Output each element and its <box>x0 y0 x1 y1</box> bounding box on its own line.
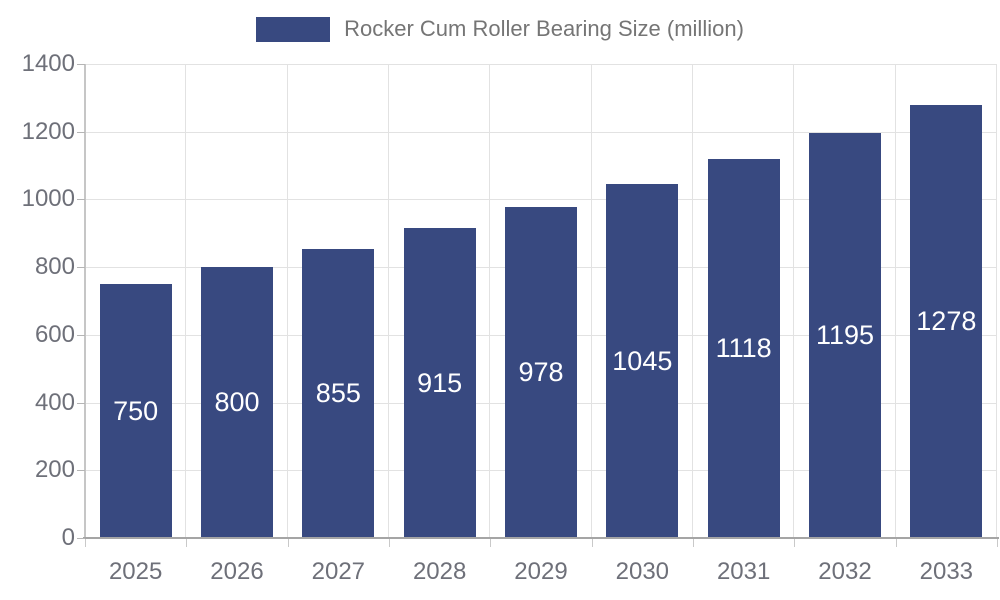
x-tick-label: 2033 <box>919 558 974 585</box>
x-tick-label: 2028 <box>412 558 467 585</box>
bar[interactable]: 1278 <box>910 105 983 538</box>
gridline-vertical <box>286 64 288 538</box>
gridline-vertical <box>996 64 997 538</box>
bar-value-label: 1278 <box>916 306 977 337</box>
x-tick-label: 2025 <box>108 558 163 585</box>
bar[interactable]: 1195 <box>809 133 881 538</box>
bar[interactable]: 1118 <box>707 159 780 538</box>
y-axis-tick <box>77 402 85 404</box>
y-axis-tick <box>77 538 85 539</box>
y-axis-tick <box>77 131 85 133</box>
x-axis-tick <box>85 539 86 547</box>
y-tick-label: 1000 <box>21 185 75 213</box>
gridline-vertical <box>185 64 187 538</box>
legend-label: Rocker Cum Roller Bearing Size (million) <box>344 16 744 41</box>
x-axis-tick <box>693 539 694 547</box>
bar-value-label: 750 <box>113 395 159 426</box>
y-axis-tick <box>77 334 85 336</box>
bar[interactable]: 800 <box>201 267 273 538</box>
x-axis-line <box>83 537 999 539</box>
legend-item[interactable]: Rocker Cum Roller Bearing Size (million) <box>0 16 1000 42</box>
y-tick-label: 400 <box>34 388 75 416</box>
y-tick-label: 0 <box>61 524 75 551</box>
x-axis-tick <box>490 539 492 547</box>
bar-value-label: 1195 <box>815 320 875 351</box>
y-axis-line <box>84 64 86 539</box>
x-axis-tick <box>287 539 289 547</box>
plot-area: 750 800 855 915 978 1045 1118 1195 1278 <box>85 64 997 538</box>
gridline-vertical <box>692 64 693 538</box>
x-tick-label: 2026 <box>210 558 264 585</box>
x-axis-tick <box>997 539 998 547</box>
x-tick-label: 2029 <box>514 558 568 585</box>
bar-value-label: 978 <box>518 356 564 387</box>
x-axis-tick <box>186 539 188 547</box>
bar-value-label: 1118 <box>715 333 772 364</box>
x-tick-label: 2031 <box>716 558 771 585</box>
legend-swatch <box>256 16 331 42</box>
gridline-horizontal <box>85 131 997 133</box>
y-tick-label: 1200 <box>21 117 75 145</box>
gridline-horizontal <box>85 199 997 201</box>
gridline-vertical <box>489 64 491 538</box>
gridline-vertical <box>388 64 389 538</box>
y-axis-tick <box>77 267 85 269</box>
y-axis-tick <box>77 470 85 472</box>
x-tick-label: 2027 <box>311 558 366 585</box>
x-tick-label: 2032 <box>818 558 872 585</box>
y-axis-tick <box>77 199 85 201</box>
bar-value-label: 855 <box>315 377 361 408</box>
bar[interactable]: 855 <box>302 248 375 538</box>
y-tick-label: 800 <box>34 253 75 281</box>
gridline-vertical <box>590 64 592 538</box>
gridline-vertical <box>894 64 896 538</box>
bar[interactable]: 1045 <box>606 184 679 538</box>
bar[interactable]: 750 <box>99 284 172 538</box>
gridline-horizontal <box>85 64 997 65</box>
bar-value-label: 800 <box>214 387 260 418</box>
bar[interactable]: 978 <box>505 206 577 538</box>
y-axis-tick <box>77 64 85 65</box>
x-tick-label: 2030 <box>615 558 670 585</box>
y-tick-label: 200 <box>34 456 75 484</box>
x-axis-tick <box>794 539 796 547</box>
bar-value-label: 1045 <box>612 345 673 376</box>
gridline-vertical <box>793 64 795 538</box>
x-axis-tick <box>895 539 897 547</box>
x-axis-tick <box>591 539 593 547</box>
x-axis-tick <box>389 539 390 547</box>
bar-value-label: 915 <box>417 367 463 398</box>
y-tick-label: 600 <box>34 320 75 348</box>
y-tick-label: 1400 <box>21 50 75 77</box>
bar[interactable]: 915 <box>403 228 476 538</box>
